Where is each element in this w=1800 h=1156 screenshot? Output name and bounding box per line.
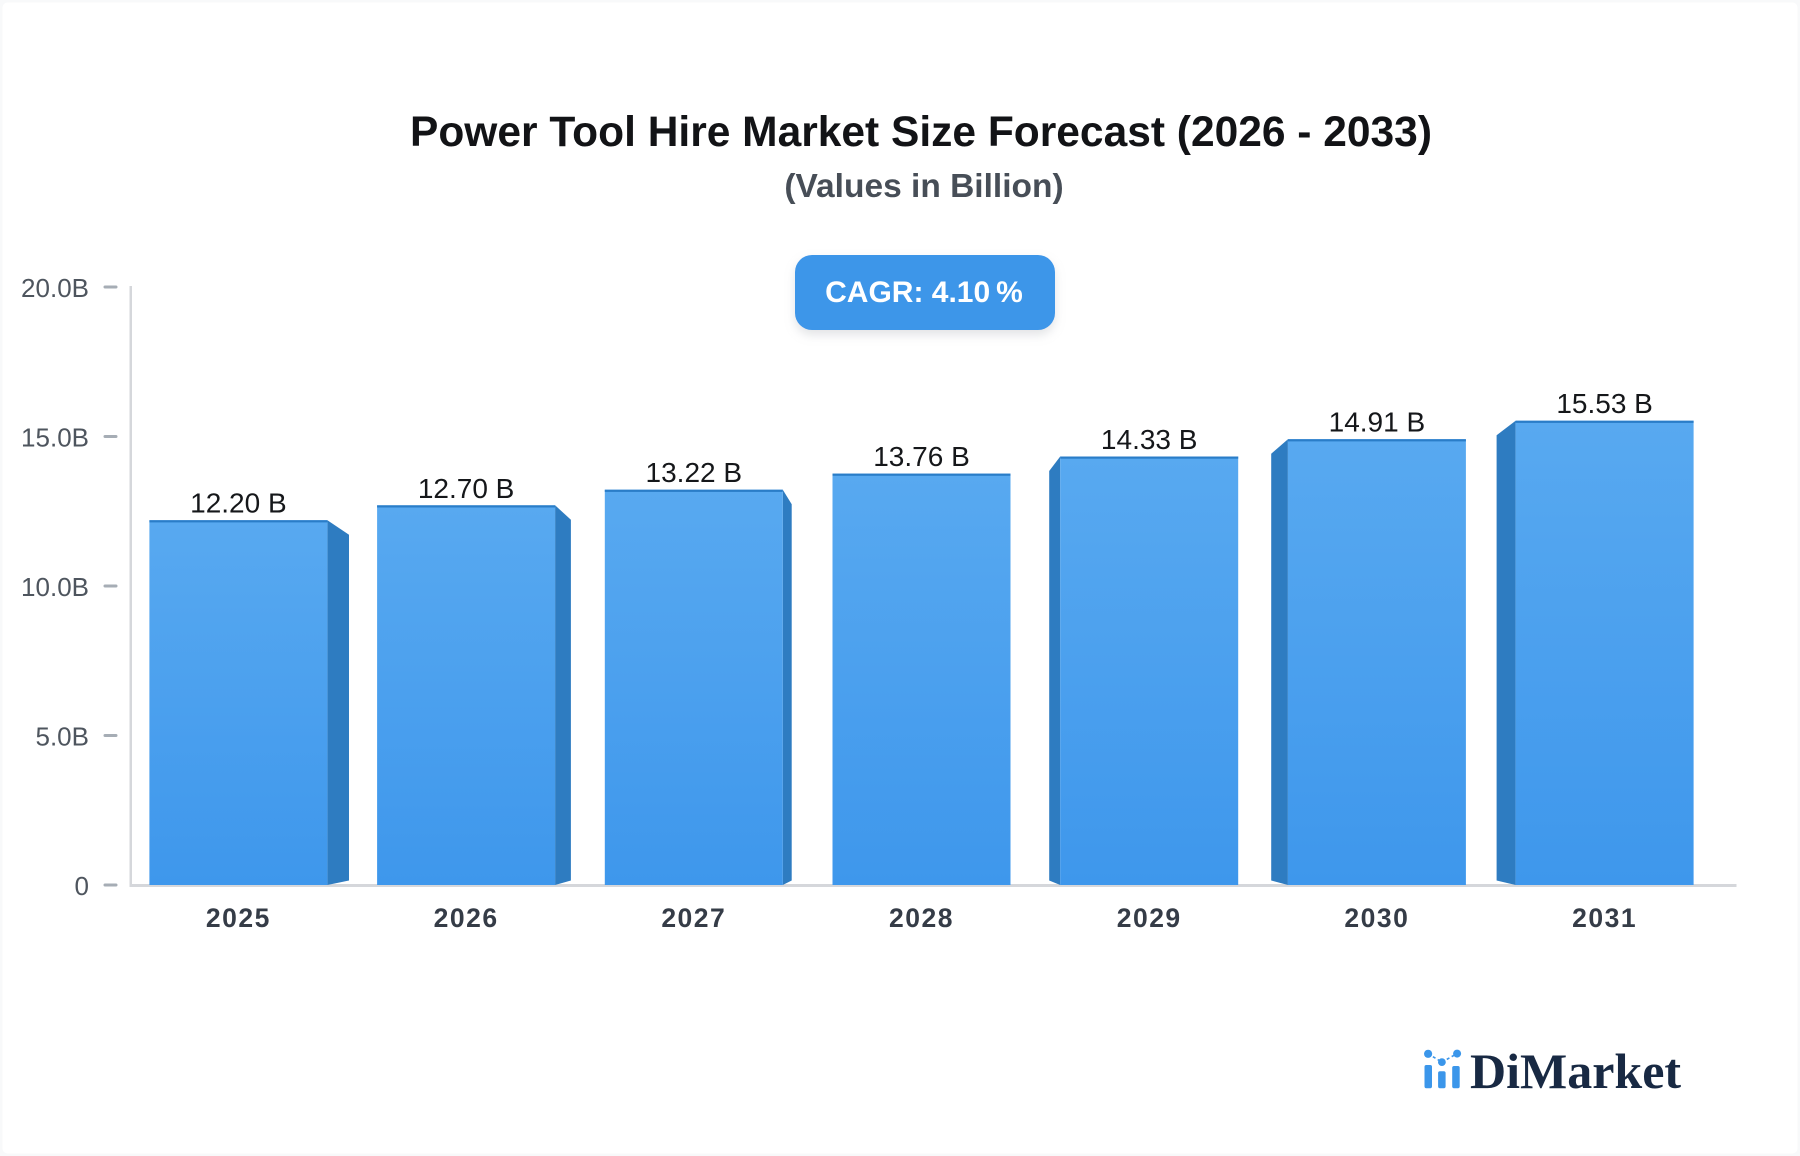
svg-text:5.0B: 5.0B bbox=[36, 722, 90, 752]
svg-text:10.0B: 10.0B bbox=[21, 572, 89, 602]
svg-text:14.33 B: 14.33 B bbox=[1101, 424, 1198, 455]
svg-text:2025: 2025 bbox=[206, 903, 271, 933]
svg-text:12.70 B: 12.70 B bbox=[418, 473, 515, 504]
svg-text:(Values in Billion): (Values in Billion) bbox=[784, 168, 1063, 205]
svg-text:0: 0 bbox=[75, 871, 89, 901]
svg-text:2029: 2029 bbox=[1117, 903, 1182, 933]
svg-text:13.76 B: 13.76 B bbox=[873, 441, 970, 472]
svg-text:12.20 B: 12.20 B bbox=[190, 488, 287, 519]
svg-text:2031: 2031 bbox=[1572, 903, 1637, 933]
svg-text:Power Tool Hire Market Size Fo: Power Tool Hire Market Size Forecast (20… bbox=[410, 109, 1432, 156]
svg-text:15.53 B: 15.53 B bbox=[1556, 388, 1653, 419]
svg-text:2030: 2030 bbox=[1344, 903, 1409, 933]
svg-text:CAGR: 4.10 %: CAGR: 4.10 % bbox=[825, 276, 1023, 309]
svg-text:2028: 2028 bbox=[889, 903, 954, 933]
svg-text:13.22 B: 13.22 B bbox=[646, 457, 743, 488]
svg-text:2027: 2027 bbox=[661, 903, 726, 933]
svg-text:20.0B: 20.0B bbox=[21, 273, 89, 303]
svg-text:15.0B: 15.0B bbox=[21, 423, 89, 453]
svg-text:14.91 B: 14.91 B bbox=[1329, 407, 1426, 438]
svg-text:2026: 2026 bbox=[434, 903, 499, 933]
svg-text:DiMarket: DiMarket bbox=[1470, 1043, 1681, 1099]
